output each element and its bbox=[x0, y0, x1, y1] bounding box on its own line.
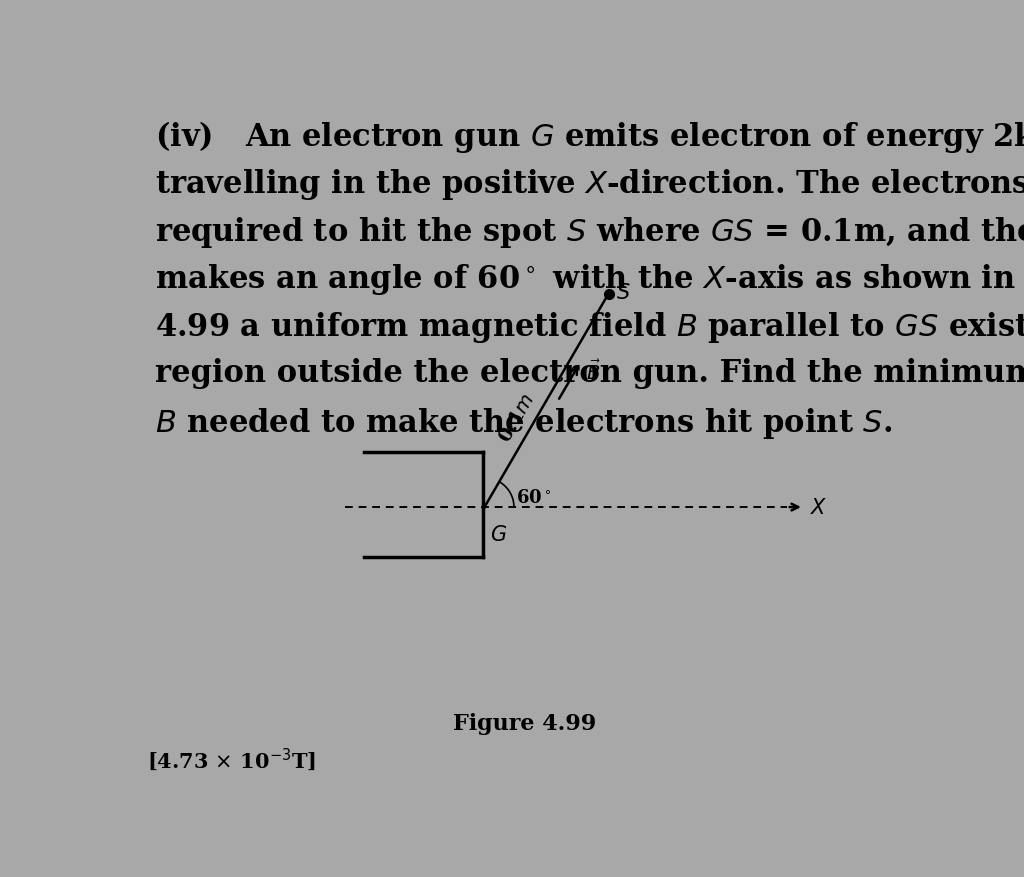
Text: 4.99 a uniform magnetic field $\mathit{B}$ parallel to $\mathit{GS}$ exists in t: 4.99 a uniform magnetic field $\mathit{B… bbox=[155, 310, 1024, 345]
Text: $\mathit{G}$: $\mathit{G}$ bbox=[489, 524, 507, 545]
Text: (iv)   An electron gun $\mathit{G}$ emits electron of energy 2ke$\mathit{V}$: (iv) An electron gun $\mathit{G}$ emits … bbox=[155, 119, 1024, 155]
Text: region outside the electron gun. Find the minimum value of: region outside the electron gun. Find th… bbox=[155, 358, 1024, 389]
Text: 0.1$\mathit{m}$: 0.1$\mathit{m}$ bbox=[496, 390, 538, 446]
Text: $\mathit{S}$: $\mathit{S}$ bbox=[616, 282, 631, 303]
Text: 60$^\circ$: 60$^\circ$ bbox=[515, 488, 551, 507]
Text: required to hit the spot $\mathit{S}$ where $\mathit{GS}$ = 0.1m, and the line $: required to hit the spot $\mathit{S}$ wh… bbox=[155, 215, 1024, 249]
Text: [4.73 $\times$ 10$^{-3}$T]: [4.73 $\times$ 10$^{-3}$T] bbox=[147, 745, 316, 773]
Text: $\mathit{X}$: $\mathit{X}$ bbox=[810, 497, 827, 517]
Text: makes an angle of 60$^\circ$ with the $\mathit{X}$-axis as shown in figure-: makes an angle of 60$^\circ$ with the $\… bbox=[155, 262, 1024, 297]
Text: travelling in the positive $\mathit{X}$-direction. The electrons are: travelling in the positive $\mathit{X}$-… bbox=[155, 167, 1024, 202]
Text: $\mathit{B}$ needed to make the electrons hit point $\mathit{S}$.: $\mathit{B}$ needed to make the electron… bbox=[155, 405, 892, 440]
Text: $\vec{B}$: $\vec{B}$ bbox=[586, 359, 601, 383]
Text: Figure 4.99: Figure 4.99 bbox=[454, 712, 596, 734]
